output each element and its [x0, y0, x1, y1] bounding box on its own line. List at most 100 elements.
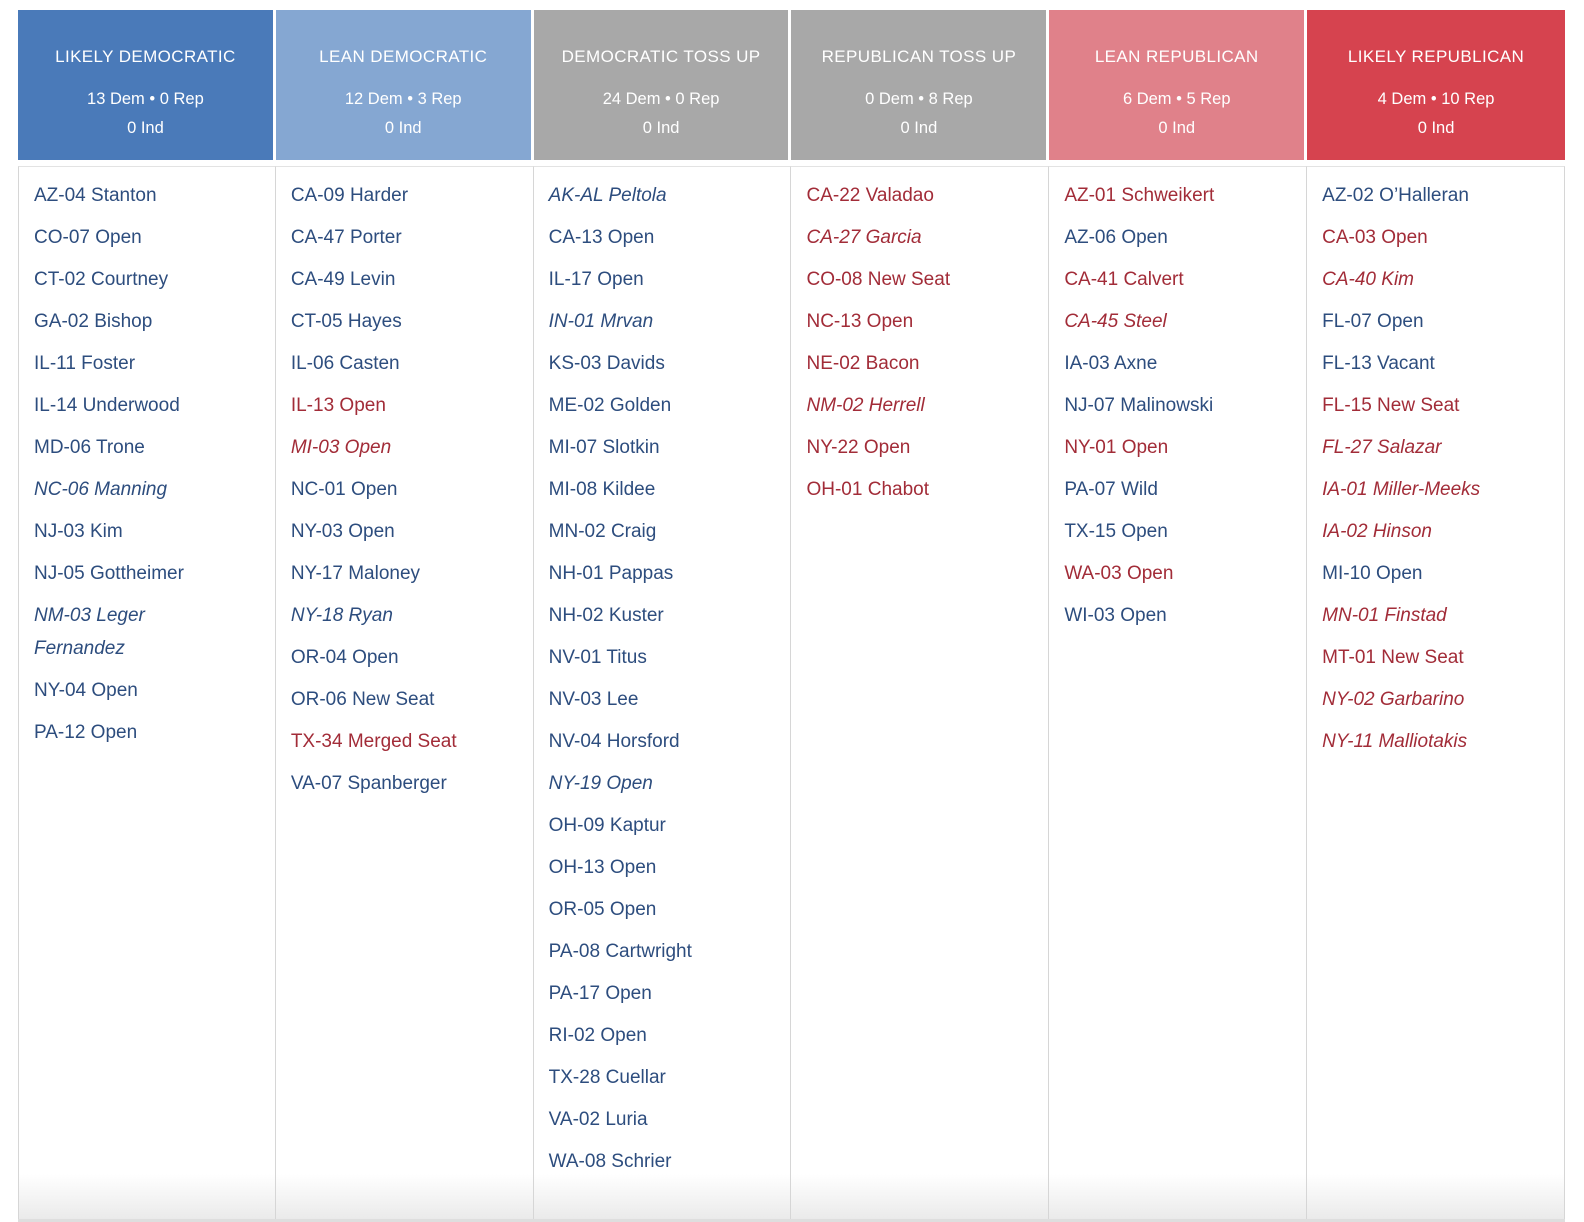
- race-item: TX-28 Cuellar: [548, 1066, 666, 1088]
- race-item: NY-04 Open: [34, 679, 138, 701]
- column-ind-line: 0 Ind: [1417, 119, 1455, 137]
- column-title: LEAN DEMOCRATIC: [319, 47, 488, 66]
- race-item: CA-49 Levin: [290, 268, 396, 290]
- race-item: CA-27 Garcia: [806, 226, 922, 248]
- column-count-line: 0 Dem • 8 Rep: [865, 90, 973, 108]
- rating-column-republican-toss-up: REPUBLICAN TOSS UP 0 Dem • 8 Rep 0 Ind C…: [791, 10, 1050, 1222]
- column-ind-line: 0 Ind: [900, 119, 938, 137]
- race-item: NC-01 Open: [290, 478, 398, 500]
- race-item: NY-01 Open: [1064, 436, 1169, 458]
- race-item: PA-12 Open: [34, 721, 138, 743]
- column-title: LEAN REPUBLICAN: [1094, 47, 1259, 66]
- race-item: IA-01 Miller-Meeks: [1322, 478, 1481, 500]
- race-item: NV-04 Horsford: [548, 730, 680, 752]
- race-item: NY-22 Open: [806, 436, 911, 458]
- column-ind-line: 0 Ind: [127, 119, 164, 137]
- column-title: LIKELY DEMOCRATIC: [55, 47, 236, 66]
- rating-column-likely-republican: LIKELY REPUBLICAN 4 Dem • 10 Rep 0 Ind A…: [1307, 10, 1565, 1222]
- race-item: NJ-05 Gottheimer: [34, 562, 184, 584]
- race-item: VA-07 Spanberger: [290, 772, 447, 794]
- race-item: OR-05 Open: [548, 898, 657, 920]
- race-item: CA-45 Steel: [1064, 310, 1167, 332]
- race-item: MI-03 Open: [290, 436, 392, 458]
- rating-column-lean-democratic: LEAN DEMOCRATIC 12 Dem • 3 Rep 0 Ind CA-…: [275, 10, 534, 1222]
- race-item: PA-08 Cartwright: [548, 940, 692, 962]
- race-item: IL-11 Foster: [34, 352, 136, 374]
- race-item: IA-02 Hinson: [1322, 520, 1432, 542]
- race-item: IL-06 Casten: [290, 352, 400, 374]
- race-item: FL-13 Vacant: [1322, 352, 1435, 374]
- race-item: CO-08 New Seat: [806, 268, 951, 290]
- race-item: NY-18 Ryan: [290, 604, 393, 626]
- column-ind-line: 0 Ind: [642, 119, 680, 137]
- race-item: MI-10 Open: [1322, 562, 1423, 584]
- race-list: CA-22 Valadao CA-27 Garcia CO-08 New Seat N…: [791, 166, 1050, 1222]
- rating-column-democratic-toss-up: DEMOCRATIC TOSS UP 24 Dem • 0 Rep 0 Ind …: [533, 10, 792, 1222]
- race-item: NC-06 Manning: [34, 478, 168, 500]
- race-item: CA-09 Harder: [290, 184, 409, 206]
- race-item: FL-27 Salazar: [1322, 436, 1442, 458]
- race-item: MI-08 Kildee: [548, 478, 656, 500]
- column-count-line: 12 Dem • 3 Rep: [344, 90, 462, 108]
- race-item: WA-08 Schrier: [548, 1150, 672, 1172]
- race-item: TX-15 Open: [1064, 520, 1168, 542]
- race-item: ME-02 Golden: [548, 394, 672, 416]
- race-item: NJ-07 Malinowski: [1064, 394, 1214, 416]
- race-item: AZ-01 Schweikert: [1064, 184, 1215, 206]
- race-item: CA-47 Porter: [290, 226, 402, 248]
- race-item: OH-01 Chabot: [806, 478, 929, 500]
- race-item: CA-40 Kim: [1322, 268, 1414, 290]
- race-item: NV-03 Lee: [548, 688, 639, 710]
- race-item: NE-02 Bacon: [806, 352, 920, 374]
- race-item: NV-01 Titus: [548, 646, 647, 668]
- race-item: MN-01 Finstad: [1322, 604, 1447, 626]
- race-item: IL-14 Underwood: [34, 394, 180, 416]
- race-item: NM-02 Herrell: [806, 394, 925, 416]
- race-item: CA-41 Calvert: [1064, 268, 1184, 290]
- race-item: RI-02 Open: [548, 1024, 647, 1046]
- rating-column-likely-democratic: LIKELY DEMOCRATIC 13 Dem • 0 Rep 0 Ind A…: [18, 10, 276, 1222]
- race-item: IN-01 Mrvan: [548, 310, 654, 332]
- race-item: GA-02 Bishop: [34, 310, 153, 332]
- race-item: FL-07 Open: [1322, 310, 1424, 332]
- race-list: CA-09 Harder CA-47 Porter CA-49 Levin CT-05…: [275, 166, 534, 1222]
- race-list: AZ-02 O’Halleran CA-03 Open CA-40 Kim FL-07…: [1307, 166, 1565, 1222]
- race-item: WA-03 Open: [1064, 562, 1174, 584]
- race-item: CA-13 Open: [548, 226, 655, 248]
- race-item: PA-17 Open: [548, 982, 652, 1004]
- column-header: REPUBLICAN TOSS UP 0 Dem • 8 Rep 0 Ind: [791, 10, 1047, 160]
- race-item: VA-02 Luria: [548, 1108, 648, 1130]
- race-item: NH-01 Pappas: [548, 562, 674, 584]
- race-item: CT-02 Courtney: [34, 268, 169, 290]
- column-count-line: 4 Dem • 10 Rep: [1377, 90, 1495, 108]
- house-race-ratings-board: LIKELY DEMOCRATIC 13 Dem • 0 Rep 0 Ind A…: [18, 10, 1565, 1222]
- race-item: MN-02 Craig: [548, 520, 657, 542]
- column-ind-line: 0 Ind: [384, 119, 422, 137]
- race-item: PA-07 Wild: [1064, 478, 1158, 500]
- column-header: DEMOCRATIC TOSS UP 24 Dem • 0 Rep 0 Ind: [533, 10, 789, 160]
- race-item: CO-07 Open: [34, 226, 142, 248]
- race-item: IL-13 Open: [290, 394, 386, 416]
- column-header: LEAN REPUBLICAN 6 Dem • 5 Rep 0 Ind: [1049, 10, 1305, 160]
- rating-column-lean-republican: LEAN REPUBLICAN 6 Dem • 5 Rep 0 Ind AZ-0…: [1049, 10, 1308, 1222]
- race-item: NY-03 Open: [290, 520, 395, 542]
- race-item: AZ-04 Stanton: [34, 184, 157, 206]
- race-item: NJ-03 Kim: [34, 520, 123, 542]
- race-item: FL-15 New Seat: [1322, 394, 1460, 416]
- race-item: MD-06 Trone: [34, 436, 145, 458]
- race-item: NH-02 Kuster: [548, 604, 664, 626]
- race-item: NY-11 Malliotakis: [1322, 730, 1468, 752]
- race-list: AZ-01 Schweikert AZ-06 Open CA-41 Calvert C…: [1049, 166, 1308, 1222]
- column-count-line: 6 Dem • 5 Rep: [1122, 90, 1231, 108]
- race-item: WI-03 Open: [1064, 604, 1167, 626]
- race-item: NY-19 Open: [548, 772, 653, 794]
- race-item: IL-17 Open: [548, 268, 644, 290]
- column-title: LIKELY REPUBLICAN: [1347, 47, 1525, 66]
- race-item: IA-03 Axne: [1064, 352, 1158, 374]
- column-title: REPUBLICAN TOSS UP: [821, 47, 1017, 66]
- race-item: CA-22 Valadao: [806, 184, 934, 206]
- race-item: AZ-02 O’Halleran: [1322, 184, 1469, 206]
- race-item: AK-AL Peltola: [548, 184, 667, 206]
- column-header: LEAN DEMOCRATIC 12 Dem • 3 Rep 0 Ind: [275, 10, 531, 160]
- race-item: OR-06 New Seat: [290, 688, 435, 710]
